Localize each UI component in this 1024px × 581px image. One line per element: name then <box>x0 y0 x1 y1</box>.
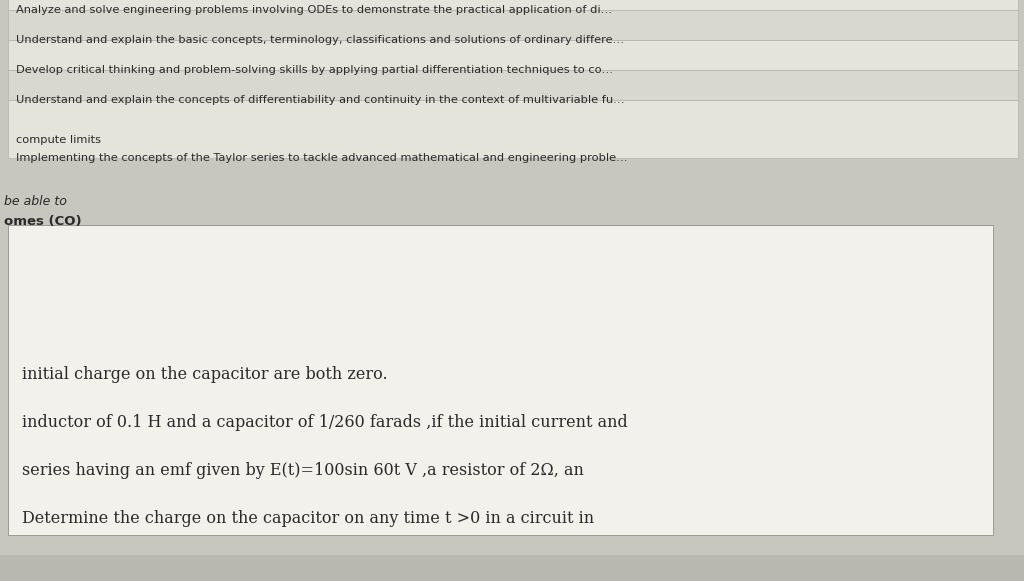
Text: series having an emf given by E(t)=100sin 60t V ,a resistor of 2Ω, an: series having an emf given by E(t)=100si… <box>22 462 584 479</box>
Text: omes (CO): omes (CO) <box>4 215 82 228</box>
Text: inductor of 0.1 H and a capacitor of 1/260 farads ,if the initial current and: inductor of 0.1 H and a capacitor of 1/2… <box>22 414 628 431</box>
FancyBboxPatch shape <box>8 10 1018 40</box>
Text: Develop critical thinking and problem-solving skills by applying partial differe: Develop critical thinking and problem-so… <box>16 65 613 75</box>
Text: compute limits: compute limits <box>16 135 101 145</box>
FancyBboxPatch shape <box>0 555 1024 581</box>
FancyBboxPatch shape <box>8 70 1018 100</box>
Text: Analyze and solve engineering problems involving ODEs to demonstrate the practic: Analyze and solve engineering problems i… <box>16 5 612 15</box>
FancyBboxPatch shape <box>8 100 1018 158</box>
Text: Determine the charge on the capacitor on any time t >0 in a circuit in: Determine the charge on the capacitor on… <box>22 510 594 527</box>
FancyBboxPatch shape <box>8 40 1018 70</box>
Text: Understand and explain the basic concepts, terminology, classifications and solu: Understand and explain the basic concept… <box>16 35 624 45</box>
FancyBboxPatch shape <box>8 225 993 535</box>
FancyBboxPatch shape <box>8 0 1018 10</box>
Text: Understand and explain the concepts of differentiability and continuity in the c: Understand and explain the concepts of d… <box>16 95 625 105</box>
Text: initial charge on the capacitor are both zero.: initial charge on the capacitor are both… <box>22 366 388 383</box>
Text: Implementing the concepts of the Taylor series to tackle advanced mathematical a: Implementing the concepts of the Taylor … <box>16 153 628 163</box>
Text: be able to: be able to <box>4 195 67 208</box>
